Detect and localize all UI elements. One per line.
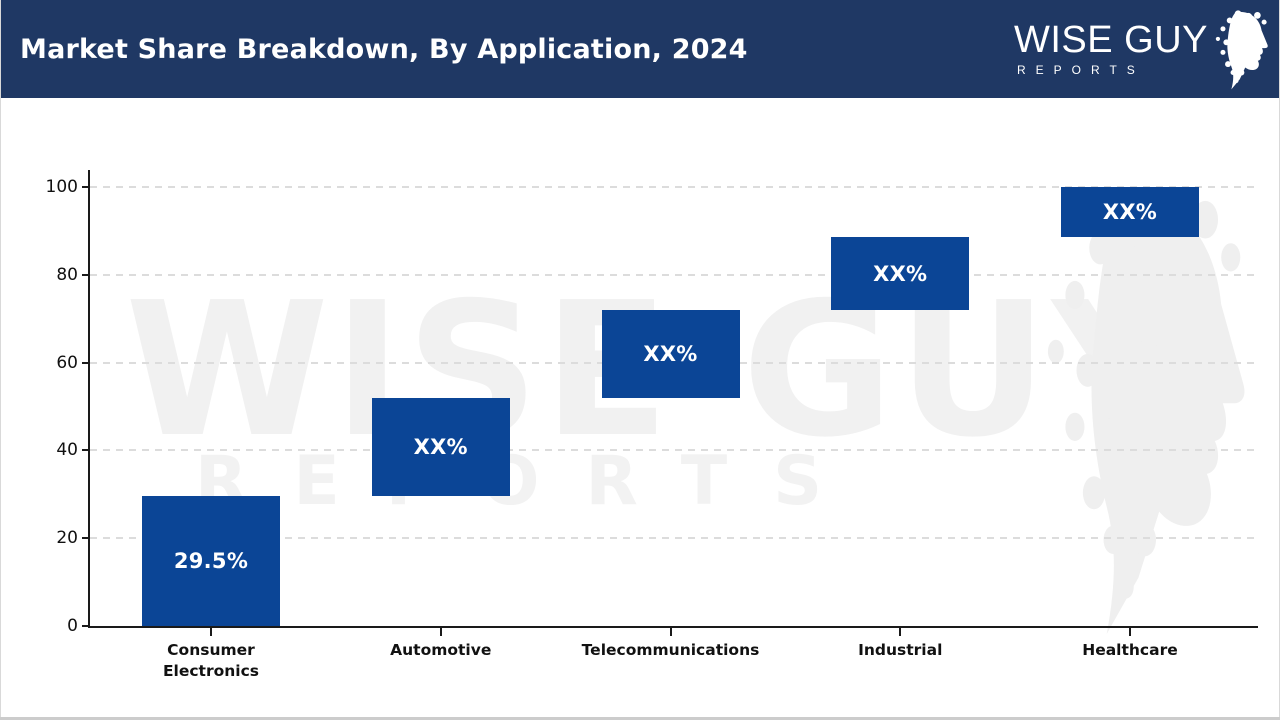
- dotted-head-profile-icon: [1215, 10, 1268, 90]
- category-label-telecommunications: Telecommunications: [581, 641, 760, 659]
- y-axis-label-40: 40: [56, 440, 78, 461]
- bar-industrial: XX%: [831, 237, 970, 310]
- category-label-consumer-electronics: Consumer Electronics: [162, 641, 260, 680]
- y-axis-tick-20: [82, 537, 90, 540]
- y-axis-tick-80: [82, 273, 90, 276]
- page-title: Market Share Breakdown, By Application, …: [20, 33, 748, 65]
- y-axis-tick-40: [82, 449, 90, 452]
- y-axis-label-80: 80: [56, 264, 78, 285]
- x-axis-tick-industrial: [899, 628, 902, 636]
- gridline-80: [90, 273, 1258, 276]
- category-label-healthcare: Healthcare: [1082, 641, 1178, 659]
- x-axis-tick-healthcare: [1129, 628, 1131, 636]
- bar-healthcare: XX%: [1061, 187, 1199, 238]
- y-axis-label-100: 100: [45, 177, 78, 197]
- frame-border-left: [0, 0, 1, 720]
- x-axis-tick-consumer-electronics: [210, 628, 212, 636]
- bar-value-label-telecommunications: XX%: [643, 341, 698, 366]
- header: Market Share Breakdown, By Application, …: [0, 0, 1280, 98]
- brand-name: WISE GUY: [1014, 19, 1209, 61]
- gridline-40: [90, 449, 1258, 452]
- y-axis-tick-0: [82, 625, 90, 627]
- gridline-20: [90, 537, 1258, 540]
- x-axis-line: [88, 626, 1258, 628]
- y-axis-label-60: 60: [56, 352, 78, 373]
- bar-value-label-consumer-electronics: 29.5%: [173, 549, 249, 574]
- bar-value-label-healthcare: XX%: [1102, 200, 1158, 225]
- y-axis-label-20: 20: [56, 528, 78, 549]
- brand-logo: WISE GUY REPORTS: [1014, 7, 1268, 91]
- y-axis-tick-100: [82, 186, 90, 188]
- bar-value-label-automotive: XX%: [413, 435, 468, 460]
- brand-subtitle: REPORTS: [1017, 63, 1145, 77]
- frame-border-bottom: [0, 717, 1280, 720]
- brand-logo-text: WISE GUY REPORTS: [1014, 21, 1208, 77]
- x-axis-tick-telecommunications: [669, 628, 672, 636]
- y-axis-label-0: 0: [67, 616, 78, 636]
- bar-consumer-electronics: 29.5%: [142, 496, 280, 626]
- category-label-industrial: Industrial: [858, 641, 943, 659]
- category-label-automotive: Automotive: [390, 641, 492, 659]
- y-axis-tick-60: [82, 361, 90, 364]
- bar-telecommunications: XX%: [601, 309, 740, 398]
- bar-value-label-industrial: XX%: [873, 261, 928, 286]
- y-axis-line: [88, 170, 90, 628]
- x-axis-tick-automotive: [439, 628, 442, 636]
- bar-automotive: XX%: [371, 397, 510, 497]
- gridline-100: [90, 186, 1258, 188]
